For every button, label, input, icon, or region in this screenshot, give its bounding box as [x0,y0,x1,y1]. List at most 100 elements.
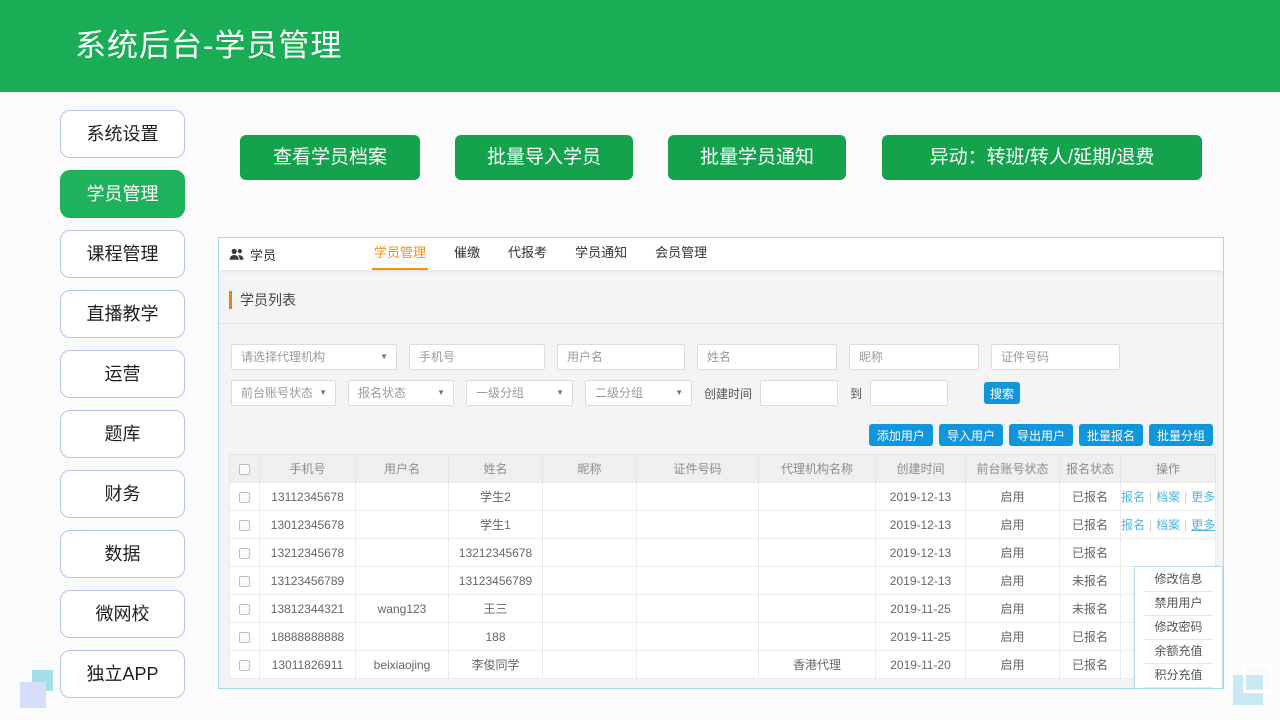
operations-cell: 报名 | 档案 | 更多 [1120,482,1216,511]
filter-select-row2-0[interactable]: 前台账号状态 ▼ [231,380,336,406]
filter-select-row2-1[interactable]: 报名状态 ▼ [348,380,454,406]
search-button[interactable]: 搜索 [984,382,1021,404]
tab-1[interactable]: 催缴 [454,245,481,260]
created-time-from-input[interactable] [760,380,839,406]
panel-tabs: 学员管理 催缴 代报考 学员通知 会员管理 [372,238,733,270]
row-checkbox-cell [229,650,260,679]
table-header-row: 手机号 用户名 姓名 昵称 证件号码 代理机构名称 创建时间 前台账号状态 报名状态 操作 [229,454,1216,483]
table-row: 13123456789 13123456789 2019-12-13 启用 未报名 [229,566,1216,595]
bulk-action-button-2[interactable]: 导出用户 [1008,424,1073,446]
bulk-action-button-3[interactable]: 批量报名 [1078,424,1143,446]
cell: 13011826911 [259,650,356,679]
filter-input-1[interactable] [409,344,545,370]
chevron-down-icon: ▼ [437,388,445,397]
cell: wang123 [355,594,449,623]
sidebar-item-1[interactable]: 学员管理 [60,170,185,218]
cell: 启用 [965,538,1060,567]
bulk-actions: 添加用户 导入用户 导出用户 批量报名 批量分组 [219,424,1213,446]
bulk-action-button-0[interactable]: 添加用户 [868,424,933,446]
sidebar-item-7[interactable]: 数据 [60,530,185,578]
filter-select-row2-2[interactable]: 一级分组 ▼ [466,380,573,406]
row-checkbox[interactable] [239,631,250,643]
tab-3[interactable]: 学员通知 [575,245,628,260]
quick-action-button-0[interactable]: 查看学员档案 [240,135,420,180]
tab-4[interactable]: 会员管理 [655,245,708,260]
cell: 启用 [965,566,1060,595]
sidebar-item-3[interactable]: 直播教学 [60,290,185,338]
action-link-1[interactable]: 档案 [1156,490,1181,504]
filter-input-4[interactable] [849,344,979,370]
action-link-0[interactable]: 报名 [1121,490,1146,504]
row-checkbox[interactable] [239,575,250,587]
sidebar-item-5[interactable]: 题库 [60,410,185,458]
filter-select-row2-3[interactable]: 二级分组 ▼ [585,380,692,406]
bulk-action-button-4[interactable]: 批量分组 [1148,424,1213,446]
row-checkbox[interactable] [239,547,250,559]
sidebar-item-2[interactable]: 课程管理 [60,230,185,278]
quick-action-button-2[interactable]: 批量学员通知 [668,135,846,180]
filter-input-5[interactable] [991,344,1120,370]
bulk-action-button-1[interactable]: 导入用户 [938,424,1003,446]
quick-action-button-1[interactable]: 批量导入学员 [455,135,633,180]
quick-action-button-3[interactable]: 异动：转班/转人/延期/退费 [882,135,1202,180]
more-menu-item-3[interactable]: 余额充值 [1135,639,1222,663]
cell: 2019-12-13 [875,482,966,511]
cell: beixiaojing [355,650,449,679]
cell [542,538,637,567]
cell: 2019-12-13 [875,566,966,595]
cell: 启用 [965,510,1060,539]
sidebar-item-9[interactable]: 独立APP [60,650,185,698]
cell [542,650,637,679]
cell: 188 [448,622,543,651]
created-time-to-input[interactable] [870,380,949,406]
tab-0[interactable]: 学员管理 [372,238,429,270]
created-time-label: 创建时间 [704,386,753,401]
select-all-checkbox[interactable] [239,463,250,475]
more-menu-item-1[interactable]: 禁用用户 [1135,591,1222,615]
row-checkbox-cell [229,566,260,595]
row-checkbox-cell [229,510,260,539]
chevron-down-icon: ▼ [556,388,564,397]
sidebar-item-8[interactable]: 微网校 [60,590,185,638]
cell: 13123456789 [448,566,543,595]
more-menu-item-4[interactable]: 积分充值 [1135,663,1222,687]
sidebar-item-0[interactable]: 系统设置 [60,110,185,158]
more-menu-item-2[interactable]: 修改密码 [1135,615,1222,639]
sidebar-item-6[interactable]: 财务 [60,470,185,518]
cell [758,594,876,623]
filter-input-3[interactable] [697,344,837,370]
column-header-3: 昵称 [542,454,637,483]
students-table: 手机号 用户名 姓名 昵称 证件号码 代理机构名称 创建时间 前台账号状态 报名状态 操作 131… [229,454,1216,679]
link-separator: | [1184,490,1188,504]
action-link-0[interactable]: 报名 [1121,518,1146,532]
cell: 启用 [965,594,1060,623]
corner-decoration-white-square [1243,663,1273,693]
sidebar-item-4[interactable]: 运营 [60,350,185,398]
page-header: 系统后台-学员管理 [0,0,1280,92]
cell [636,594,759,623]
table-row: 13112345678 学生2 2019-12-13 启用 已报名 报名 | 档案 | 更多 [229,482,1216,511]
table-body: 13112345678 学生2 2019-12-13 启用 已报名 报名 | 档案 | 更多 130… [229,482,1216,679]
cell: 18888888888 [259,622,356,651]
tab-2[interactable]: 代报考 [508,245,548,260]
column-header-1: 用户名 [355,454,449,483]
cell: 王三 [448,594,543,623]
row-checkbox[interactable] [239,491,250,503]
filter-row-1: 请选择代理机构 ▼ [231,344,1223,370]
more-menu-item-0[interactable]: 修改信息 [1154,572,1203,586]
signup-status-cell: 已报名 [1059,622,1121,651]
more-menu-item-5[interactable]: 异动 [1135,687,1222,688]
chevron-down-icon: ▼ [380,352,388,361]
chevron-down-icon: ▼ [675,388,683,397]
filter-row-2: 前台账号状态 ▼ 报名状态 ▼ 一级分组 ▼ 二级分组 ▼ 创建时间 到 搜索 [231,380,1223,406]
more-link[interactable]: 更多 [1191,490,1216,504]
date-to-label: 到 [850,386,863,401]
more-link[interactable]: 更多 [1191,518,1216,532]
filter-select-0[interactable]: 请选择代理机构 ▼ [231,344,397,370]
row-checkbox[interactable] [239,603,250,615]
action-link-1[interactable]: 档案 [1156,518,1181,532]
filter-input-2[interactable] [557,344,685,370]
row-checkbox[interactable] [239,519,250,531]
signup-status-cell: 已报名 [1059,650,1121,679]
row-checkbox[interactable] [239,659,250,671]
